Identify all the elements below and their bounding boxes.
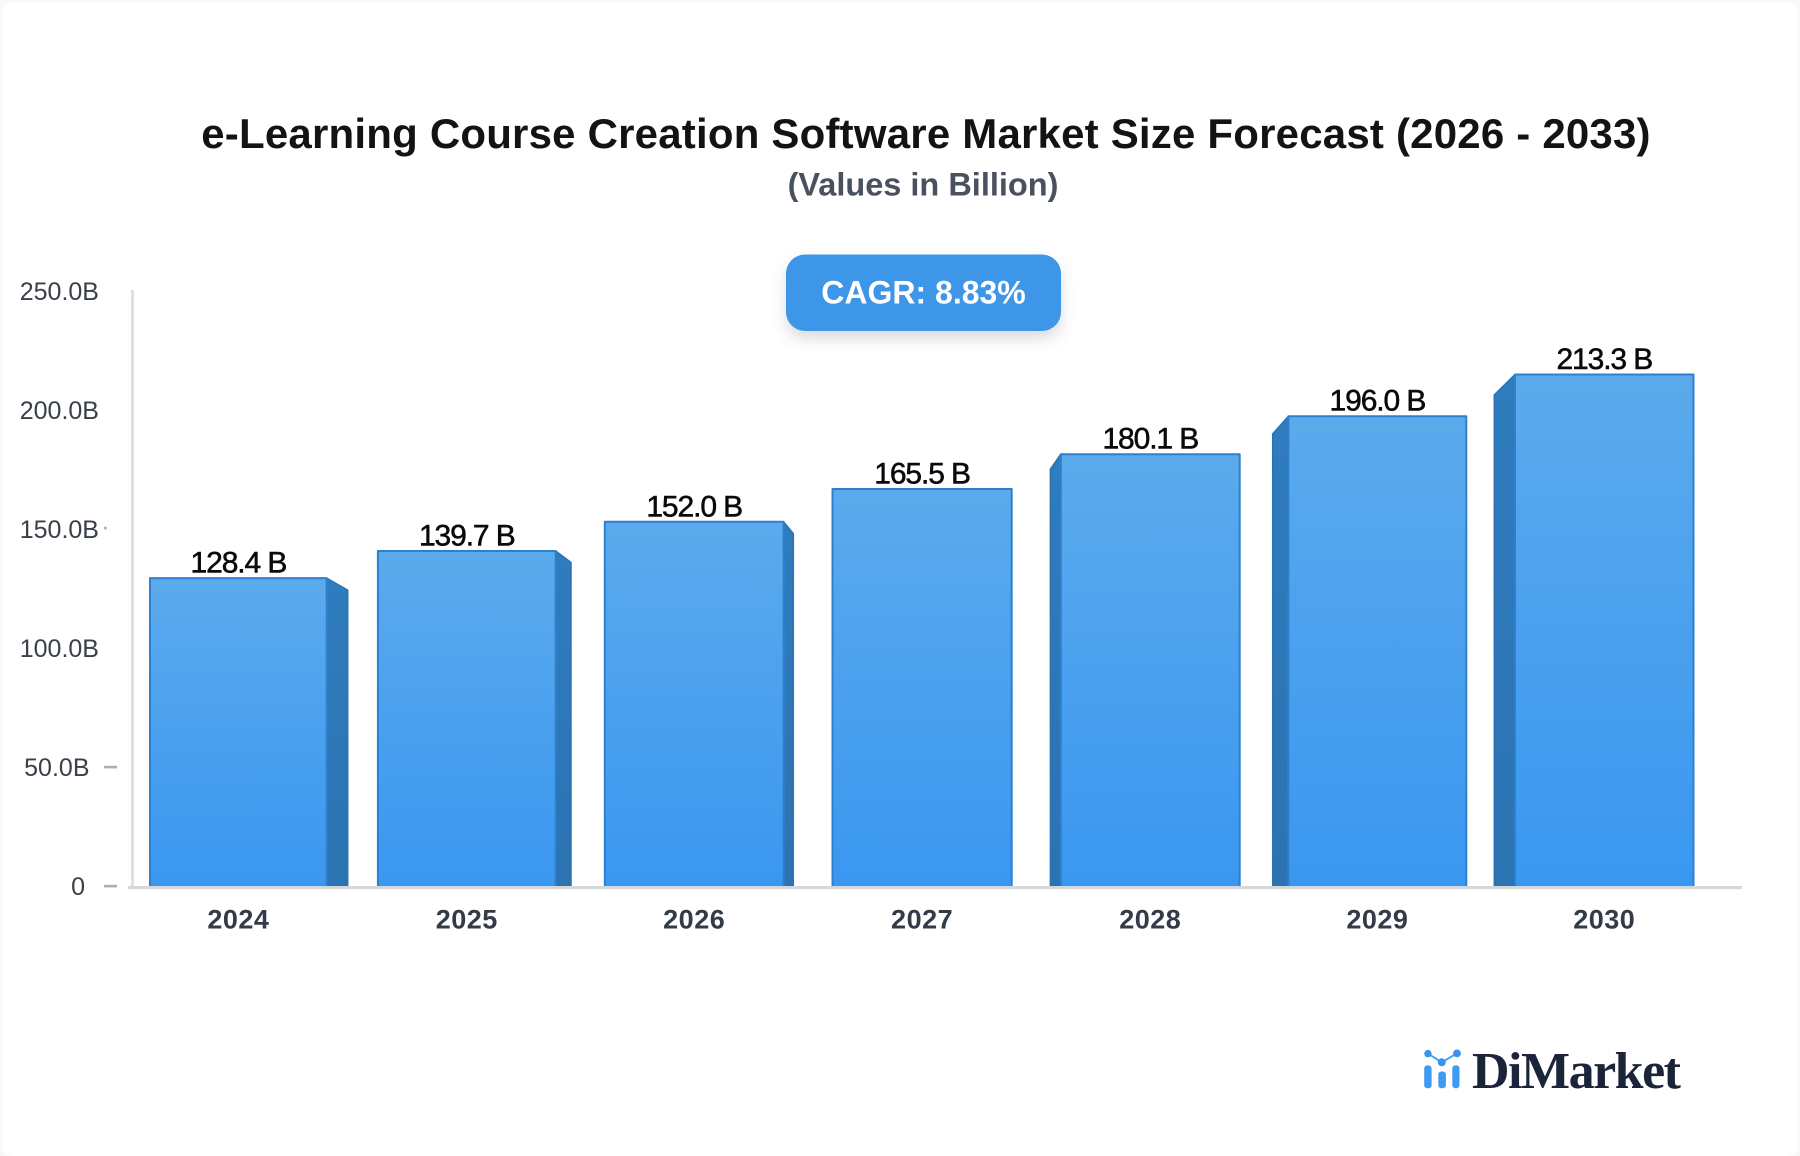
svg-text:e-Learning Course Creation Sof: e-Learning Course Creation Software Mark… bbox=[201, 110, 1651, 157]
svg-text:180.1 B: 180.1 B bbox=[1102, 423, 1198, 456]
svg-text:100.0B: 100.0B bbox=[20, 635, 99, 663]
svg-text:200.0B: 200.0B bbox=[20, 397, 99, 425]
svg-text:152.0 B: 152.0 B bbox=[646, 490, 742, 523]
svg-text:2028: 2028 bbox=[1119, 904, 1181, 934]
svg-text:150.0B: 150.0B bbox=[20, 516, 99, 544]
svg-text:139.7 B: 139.7 B bbox=[419, 520, 515, 553]
svg-text:0: 0 bbox=[71, 873, 85, 901]
svg-text:2029: 2029 bbox=[1346, 904, 1408, 934]
svg-text:DiMarket: DiMarket bbox=[1472, 1043, 1682, 1100]
svg-text:250.0B: 250.0B bbox=[20, 278, 99, 306]
svg-text:(Values in Billion): (Values in Billion) bbox=[788, 167, 1059, 203]
svg-text:2024: 2024 bbox=[207, 904, 269, 934]
svg-text:50.0B: 50.0B bbox=[24, 754, 89, 782]
svg-text:2030: 2030 bbox=[1573, 904, 1635, 934]
svg-text:165.5 B: 165.5 B bbox=[874, 458, 970, 491]
svg-text:213.3 B: 213.3 B bbox=[1556, 343, 1652, 376]
svg-text:128.4 B: 128.4 B bbox=[191, 547, 287, 580]
svg-text:2026: 2026 bbox=[663, 904, 725, 934]
svg-text:196.0 B: 196.0 B bbox=[1330, 385, 1426, 418]
svg-text:2027: 2027 bbox=[891, 904, 953, 934]
svg-text:2025: 2025 bbox=[436, 904, 498, 934]
svg-text:CAGR: 8.83%: CAGR: 8.83% bbox=[821, 275, 1026, 311]
